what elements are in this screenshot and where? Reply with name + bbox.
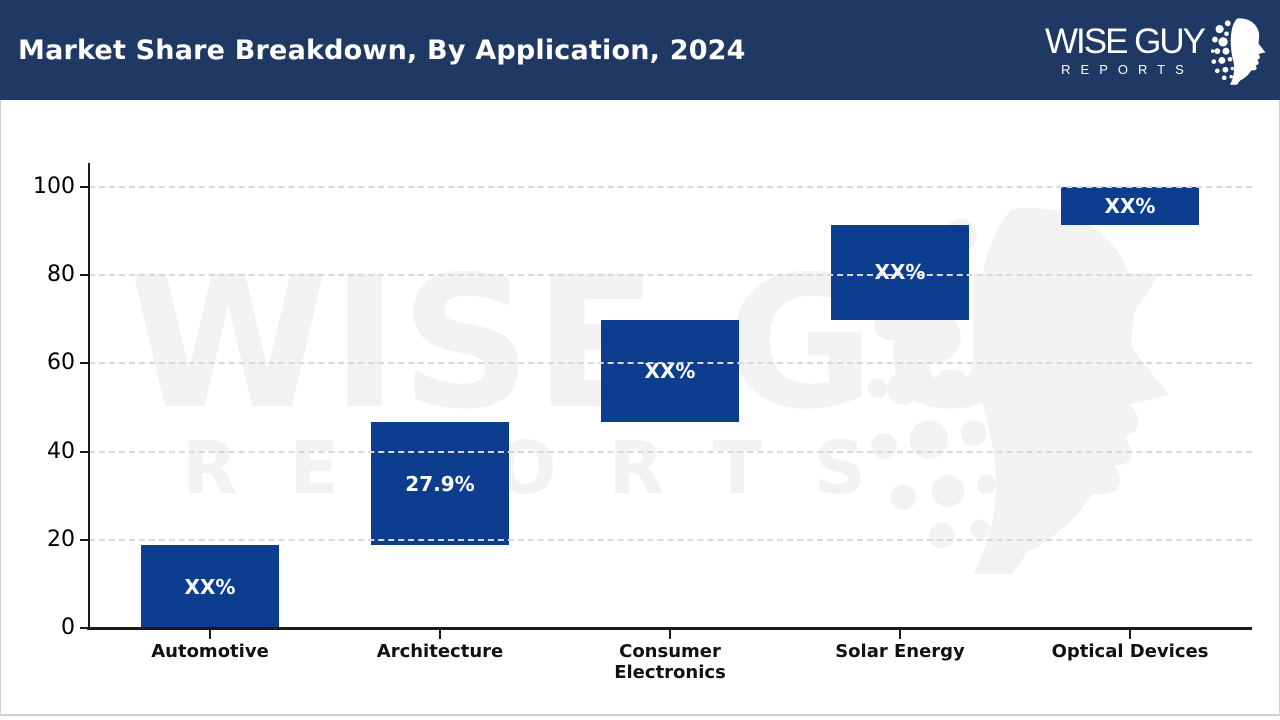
bar-solar-energy: XX%	[831, 224, 969, 320]
wiseguy-logo-text: WISE GUY REPORTS	[1044, 21, 1206, 77]
y-axis-tick-label: 80	[47, 262, 75, 288]
wiseguy-face-icon	[1208, 8, 1266, 92]
x-axis-tick	[209, 630, 211, 639]
bar-value-label-architecture: 27.9%	[405, 471, 475, 496]
x-axis-line	[87, 627, 1252, 630]
logo-subtitle: REPORTS	[1061, 61, 1194, 77]
x-axis-tick	[899, 630, 901, 639]
y-axis-line	[88, 163, 90, 630]
y-axis-tick-label: 0	[61, 615, 75, 640]
x-axis-category-label-solar-energy: Solar Energy	[835, 641, 965, 662]
y-axis-tick	[80, 450, 89, 453]
bar-value-label-optical-devices: XX%	[1104, 194, 1156, 219]
logo-wordmark: WISE GUY	[1044, 21, 1206, 61]
x-axis-tick	[669, 630, 671, 639]
x-axis-category-label-automotive: Automotive	[151, 641, 269, 662]
x-axis-tick	[1129, 630, 1131, 639]
bar-value-label-automotive: XX%	[184, 574, 236, 599]
bar-optical-devices: XX%	[1061, 187, 1199, 225]
y-axis-tick-label: 100	[33, 174, 75, 199]
page-title: Market Share Breakdown, By Application, …	[18, 34, 746, 66]
y-axis-tick	[80, 186, 89, 188]
y-axis-tick	[80, 627, 89, 629]
bar-architecture: 27.9%	[371, 422, 509, 546]
y-axis-tick	[80, 538, 89, 541]
y-axis-tick-label: 60	[47, 350, 75, 376]
y-axis-tick	[80, 362, 89, 365]
x-axis-category-label-consumer-electronics: Consumer Electronics	[614, 641, 726, 683]
header-bar: Market Share Breakdown, By Application, …	[0, 0, 1280, 100]
y-axis-tick-label: 20	[47, 526, 75, 552]
y-axis-tick	[80, 274, 89, 277]
bar-value-label-solar-energy: XX%	[874, 260, 926, 285]
bar-automotive: XX%	[141, 545, 279, 628]
y-axis-tick-label: 40	[47, 438, 75, 464]
bar-value-label-consumer-electronics: XX%	[644, 358, 696, 383]
x-axis-category-label-architecture: Architecture	[376, 641, 504, 662]
x-axis-category-label-optical-devices: Optical Devices	[1051, 641, 1209, 662]
bar-consumer-electronics: XX%	[601, 319, 739, 423]
x-axis-tick	[439, 630, 441, 639]
wiseguy-logo: WISE GUY REPORTS	[1045, 8, 1266, 92]
watermark-subtitle: REPORTS	[182, 426, 918, 510]
